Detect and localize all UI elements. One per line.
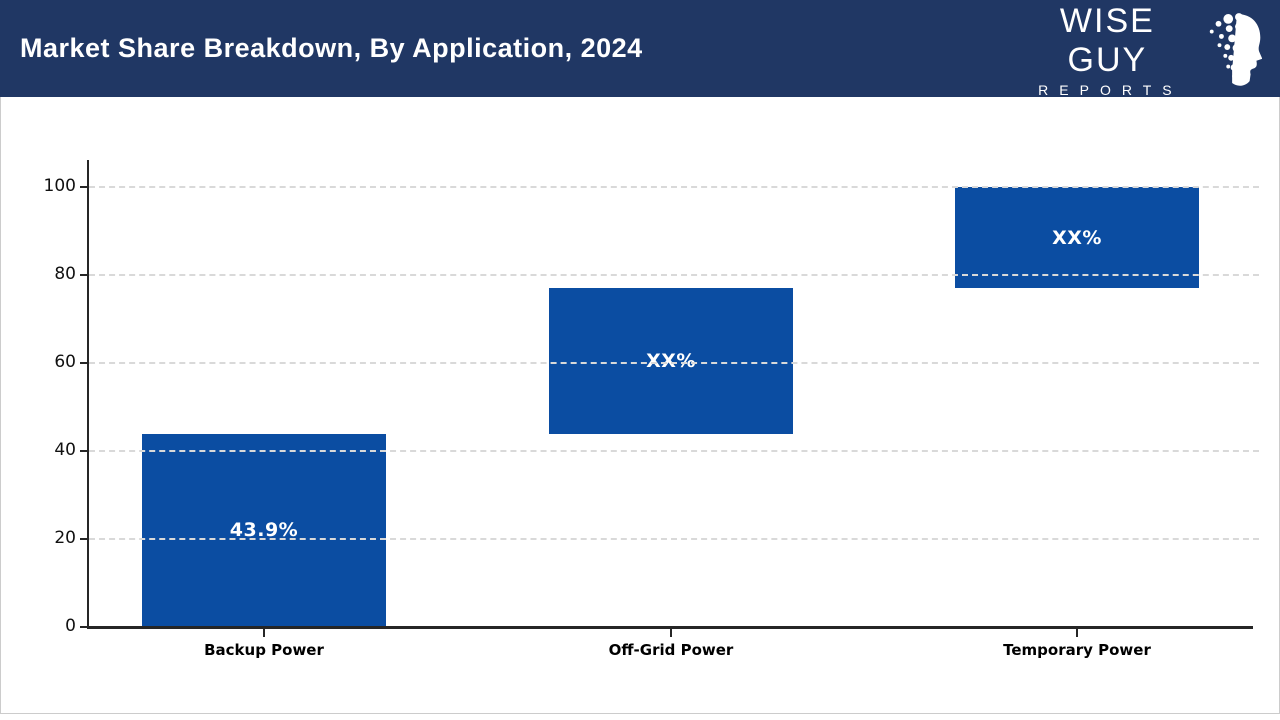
y-tick-40 <box>80 450 88 452</box>
y-tick-label-0: 0 <box>65 616 76 636</box>
bar-backup-power: 43.9% <box>142 433 386 627</box>
brand-name: WISE GUY <box>1059 2 1155 79</box>
y-tick-20 <box>80 538 88 540</box>
bar-value-label: 43.9% <box>229 519 299 542</box>
gridline-100 <box>89 186 1259 188</box>
y-tick-60 <box>80 362 88 364</box>
gridline-60 <box>89 362 1259 364</box>
x-tick-1 <box>263 629 265 637</box>
x-axis <box>87 626 1253 629</box>
page-title: Market Share Breakdown, By Application, … <box>20 33 643 63</box>
y-tick-80 <box>80 274 88 276</box>
y-tick-0 <box>80 626 88 628</box>
x-tick-label-3: Temporary Power <box>1003 641 1151 659</box>
gridline-80 <box>89 274 1259 276</box>
x-tick-label-2: Off-Grid Power <box>608 641 734 659</box>
y-tick-label-100: 100 <box>43 176 76 196</box>
x-tick-3 <box>1076 629 1078 637</box>
gridline-20 <box>89 538 1259 540</box>
brand-logo-text: WISE GUY REPORTS <box>1017 2 1198 98</box>
bar-value-label: XX% <box>1052 226 1102 249</box>
brand-subtitle: REPORTS <box>1038 82 1183 98</box>
bar-value-label: XX% <box>646 350 696 372</box>
y-tick-label-40: 40 <box>54 440 76 460</box>
header: Market Share Breakdown, By Application, … <box>0 0 1280 98</box>
gridline-40 <box>89 450 1259 452</box>
x-tick-2 <box>670 629 672 637</box>
x-tick-label-1: Backup Power <box>204 641 324 659</box>
y-tick-label-20: 20 <box>54 528 76 548</box>
y-tick-label-80: 80 <box>54 264 76 284</box>
y-tick-100 <box>80 186 88 188</box>
bar-temporary-power: XX% <box>955 187 1199 289</box>
bar-off-grid-power: XX% <box>549 288 793 434</box>
y-tick-label-60: 60 <box>54 352 76 372</box>
brand-logo: WISE GUY REPORTS <box>1017 2 1262 98</box>
brand-head-icon <box>1209 13 1262 86</box>
y-axis <box>87 160 89 629</box>
